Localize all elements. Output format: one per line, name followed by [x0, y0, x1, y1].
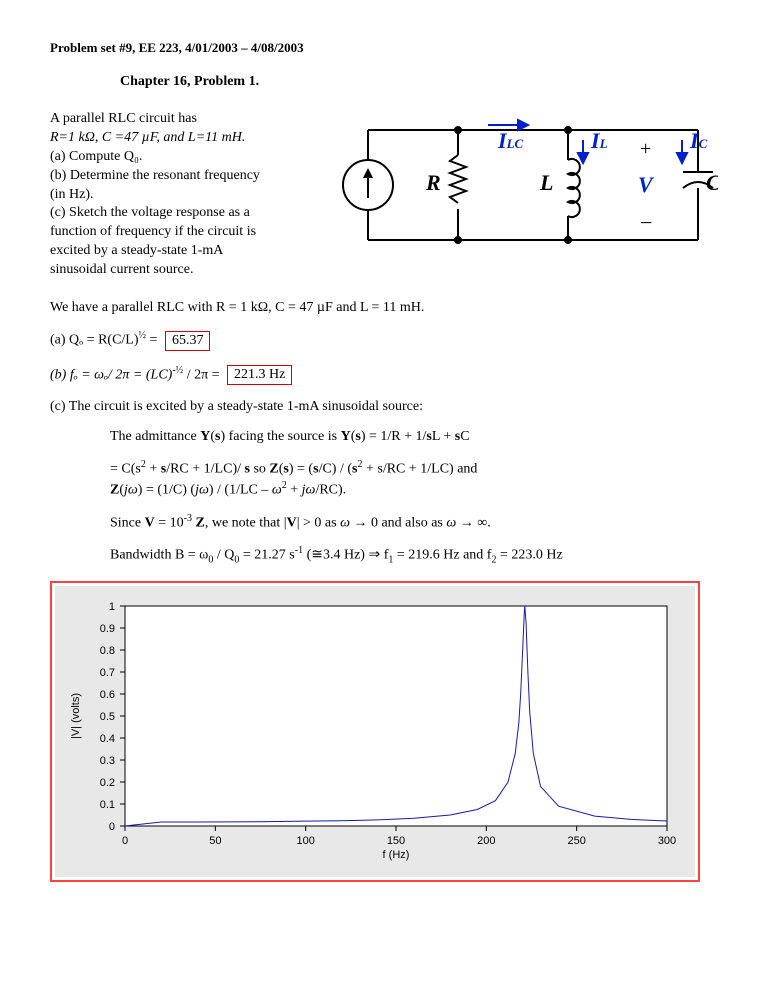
svg-text:1: 1 [109, 601, 115, 613]
bandwidth-line: Bandwidth B = ω0 / Q0 = 21.27 s-1 (≅3.4 … [110, 545, 718, 565]
svg-text:C: C [706, 170, 718, 195]
part-c3: excited by a steady-state 1-mA [50, 242, 308, 261]
admittance: The admittance Y(s) facing the source is… [110, 429, 718, 445]
restate: We have a parallel RLC with R = 1 kΩ, C … [50, 300, 718, 316]
chart-frame: 0 50 100 150 200 250 300 0 0.1 0.2 0.3 0.4 0.5 0.6 0.7… [50, 581, 700, 882]
svg-text:|V| (volts): |V| (volts) [70, 693, 82, 739]
z-jw: Z(jω) = (1/C) (jω) / (1/LC – ω2 + jω/RC)… [110, 480, 718, 499]
svg-text:+: + [640, 138, 651, 160]
svg-text:50: 50 [209, 835, 221, 847]
part-a-solution: (a) Qₒ = R(C/L)½ = 65.37 [50, 330, 718, 351]
svg-text:0.6: 0.6 [100, 689, 115, 701]
problem-block: A parallel RLC circuit has R=1 kΩ, C =47… [50, 110, 718, 280]
svg-text:0.1: 0.1 [100, 799, 115, 811]
part-b: (b) Determine the resonant frequency [50, 167, 308, 186]
answer-a: 65.37 [165, 331, 211, 351]
svg-text:IC: IC [689, 128, 708, 153]
svg-text:250: 250 [567, 835, 585, 847]
chapter-title: Chapter 16, Problem 1. [120, 74, 718, 90]
part-c4: sinusoidal current source. [50, 261, 308, 280]
svg-text:300: 300 [658, 835, 676, 847]
svg-text:0.8: 0.8 [100, 645, 115, 657]
svg-text:0: 0 [109, 821, 115, 833]
svg-text:−: − [640, 210, 652, 235]
svg-text:200: 200 [477, 835, 495, 847]
z-derivation: = C(s2 + s/RC + 1/LC)/ s so Z(s) = (s/C)… [110, 459, 718, 478]
part-b-solution: (b) fₒ = ωₒ/ 2π = (LC)-½ / 2π = 221.3 Hz [50, 365, 718, 386]
svg-text:L: L [539, 170, 553, 195]
svg-text:0.2: 0.2 [100, 777, 115, 789]
problem-set-header: Problem set #9, EE 223, 4/01/2003 – 4/08… [50, 40, 718, 56]
part-b2: (in Hz). [50, 186, 308, 205]
svg-text:IL: IL [590, 128, 608, 153]
svg-text:0.7: 0.7 [100, 667, 115, 679]
part-c: (c) Sketch the voltage response as a [50, 204, 308, 223]
svg-text:0.5: 0.5 [100, 711, 115, 723]
chart-background: 0 50 100 150 200 250 300 0 0.1 0.2 0.3 0.4 0.5 0.6 0.7… [55, 586, 695, 877]
svg-text:f (Hz): f (Hz) [383, 849, 410, 861]
part-c2: function of frequency if the circuit is [50, 223, 308, 242]
intro-line: A parallel RLC circuit has [50, 110, 308, 129]
svg-text:150: 150 [387, 835, 405, 847]
problem-statement: A parallel RLC circuit has R=1 kΩ, C =47… [50, 110, 308, 280]
circuit-diagram: ILC IL IC R L V C + − [318, 110, 718, 265]
voltage-response-chart: 0 50 100 150 200 250 300 0 0.1 0.2 0.3 0.4 0.5 0.6 0.7… [63, 594, 687, 864]
part-c-intro: (c) The circuit is excited by a steady-s… [50, 399, 718, 415]
svg-text:0.9: 0.9 [100, 623, 115, 635]
part-a: (a) Compute Q₀. [50, 148, 308, 167]
answer-b: 221.3 Hz [227, 365, 292, 385]
svg-text:0.4: 0.4 [100, 733, 115, 745]
params-line: R=1 kΩ, C =47 µF, and L=11 mH. [50, 129, 308, 148]
since-line: Since V = 10-3 Z, we note that |V| > 0 a… [110, 513, 718, 532]
svg-text:0.3: 0.3 [100, 755, 115, 767]
svg-text:ILC: ILC [497, 128, 524, 153]
svg-text:100: 100 [296, 835, 314, 847]
svg-text:0: 0 [122, 835, 128, 847]
svg-text:R: R [425, 170, 441, 195]
svg-text:V: V [638, 172, 655, 197]
